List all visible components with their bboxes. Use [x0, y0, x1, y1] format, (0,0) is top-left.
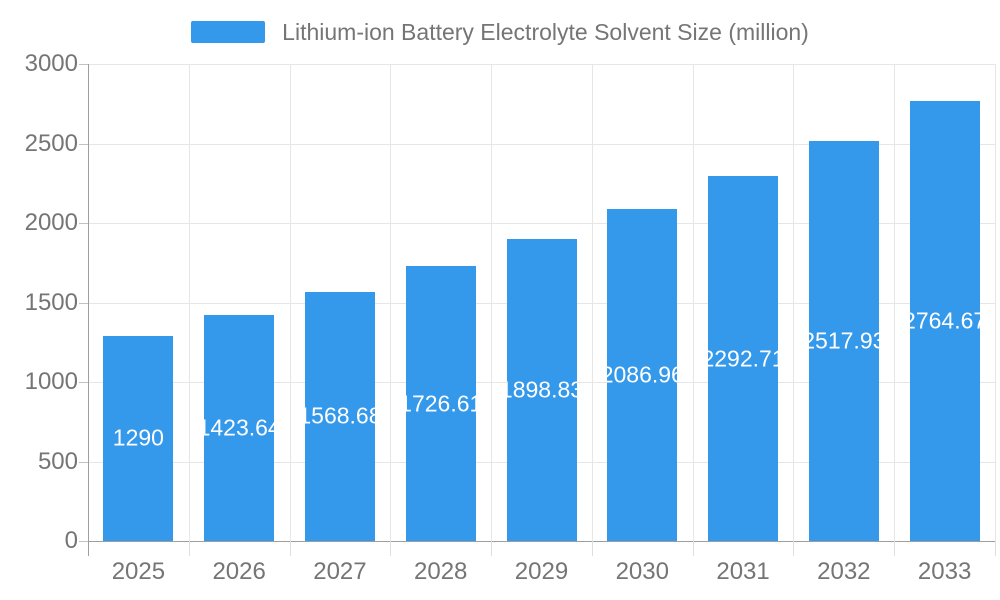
bar-value-label: 1568.68 [305, 402, 375, 429]
x-axis-tick [894, 541, 895, 556]
plot-area: 1290 1423.64 1568.68 1726.61 1898.83 2086.96 2… [88, 64, 996, 541]
y-axis-tick [79, 461, 88, 463]
x-axis-label: 2028 [414, 558, 468, 585]
x-axis-label: 2029 [514, 558, 569, 585]
x-axis-label: 2026 [212, 558, 266, 585]
v-gridline [995, 64, 996, 541]
bar-2032[interactable]: 2517.93 [808, 140, 879, 541]
v-gridline [491, 64, 492, 541]
y-axis-label: 1000 [24, 368, 78, 395]
y-axis-tick [79, 541, 88, 542]
bar-2029[interactable]: 1898.83 [506, 239, 577, 541]
x-axis-tick [491, 541, 492, 556]
bar-2027[interactable]: 1568.68 [304, 291, 375, 541]
y-axis-tick [79, 382, 88, 383]
x-axis-tick [793, 541, 794, 556]
v-gridline [189, 64, 190, 541]
x-axis-tick [390, 541, 391, 556]
bar-value-label: 1290 [112, 424, 164, 451]
y-axis-tick [79, 302, 88, 304]
y-axis-label: 500 [37, 447, 78, 475]
bar-2028[interactable]: 1726.61 [405, 266, 476, 541]
x-axis-label: 2033 [917, 558, 972, 585]
v-gridline [793, 64, 794, 541]
y-axis-label: 0 [64, 527, 78, 554]
x-axis-tick [995, 541, 996, 556]
x-axis-tick [290, 541, 291, 556]
x-axis-label: 2032 [817, 558, 871, 585]
bar-value-label: 1898.83 [507, 376, 577, 403]
h-gridline [88, 223, 995, 224]
bar-2025[interactable]: 1290 [103, 335, 174, 541]
y-axis-tick [79, 64, 88, 65]
legend-swatch [191, 21, 266, 43]
y-axis-line [88, 64, 89, 556]
x-axis-tick [693, 541, 694, 556]
x-axis-tick [189, 541, 190, 556]
v-gridline [894, 64, 895, 541]
y-axis-tick [79, 143, 88, 145]
x-axis-label: 2025 [111, 558, 166, 585]
bar-value-label: 1726.61 [406, 390, 476, 417]
y-axis-tick [79, 223, 88, 224]
bar-2031[interactable]: 2292.71 [708, 176, 779, 541]
bar-value-label: 2517.93 [809, 327, 879, 354]
y-axis-label: 2000 [24, 209, 78, 236]
bar-2033[interactable]: 2764.67 [909, 101, 980, 541]
y-axis-label: 2500 [24, 129, 78, 157]
v-gridline [290, 64, 291, 541]
x-axis-line [88, 541, 996, 542]
h-gridline [88, 143, 995, 145]
v-gridline [592, 64, 593, 541]
chart-legend[interactable]: Lithium-ion Battery Electrolyte Solvent … [0, 14, 1000, 50]
bar-value-label: 2292.71 [708, 345, 778, 372]
x-axis-label: 2027 [313, 558, 367, 585]
y-axis-label: 1500 [24, 288, 78, 316]
x-axis-tick [592, 541, 593, 556]
h-gridline [88, 64, 995, 65]
legend-label: Lithium-ion Battery Electrolyte Solvent … [282, 18, 809, 45]
bar-value-label: 2086.96 [607, 361, 677, 388]
y-axis-label: 3000 [24, 50, 78, 77]
bar-2030[interactable]: 2086.96 [607, 209, 678, 541]
v-gridline [390, 64, 391, 541]
bar-value-label: 2764.67 [910, 307, 980, 334]
x-axis-label: 2030 [615, 558, 669, 585]
x-axis-label: 2031 [716, 558, 770, 585]
bar-value-label: 1423.64 [204, 414, 274, 441]
bar-2026[interactable]: 1423.64 [204, 314, 275, 541]
v-gridline [693, 64, 694, 541]
